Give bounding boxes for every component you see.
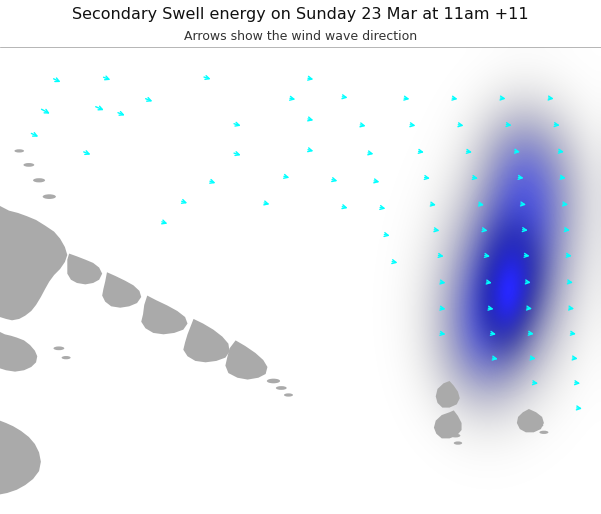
Ellipse shape [14, 149, 24, 153]
Ellipse shape [53, 346, 64, 350]
Ellipse shape [43, 194, 56, 199]
Ellipse shape [454, 442, 462, 445]
Ellipse shape [284, 393, 293, 397]
Ellipse shape [62, 356, 71, 359]
Ellipse shape [451, 434, 460, 437]
Text: Arrows show the wind wave direction: Arrows show the wind wave direction [184, 30, 417, 43]
Ellipse shape [276, 386, 287, 390]
Polygon shape [517, 409, 544, 432]
Polygon shape [0, 206, 67, 320]
Polygon shape [183, 319, 230, 362]
Polygon shape [67, 253, 102, 284]
Ellipse shape [267, 379, 280, 383]
Text: Secondary Swell energy on Sunday 23 Mar at 11am +11: Secondary Swell energy on Sunday 23 Mar … [72, 7, 529, 22]
Polygon shape [0, 332, 37, 372]
Polygon shape [141, 296, 188, 334]
Ellipse shape [33, 178, 45, 182]
Polygon shape [0, 420, 41, 494]
Polygon shape [102, 272, 141, 308]
Polygon shape [225, 340, 267, 379]
Ellipse shape [532, 424, 543, 427]
Polygon shape [436, 381, 460, 408]
Ellipse shape [23, 163, 34, 167]
Ellipse shape [539, 431, 549, 434]
Polygon shape [434, 410, 462, 438]
